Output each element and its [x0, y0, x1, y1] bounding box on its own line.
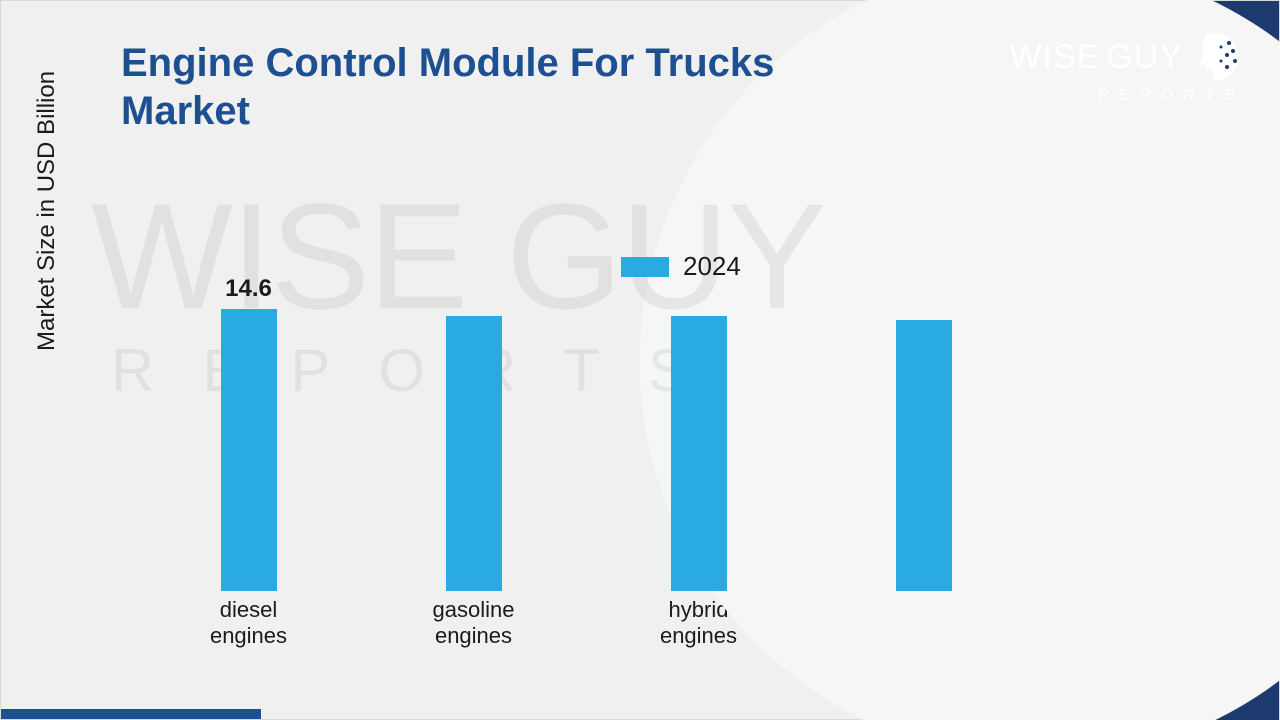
bar: [896, 320, 952, 591]
bar-value-label: 14.6: [179, 275, 319, 303]
logo-line1: WISE GUY: [1009, 29, 1245, 85]
y-axis-label: Market Size in USD Billion: [33, 71, 61, 351]
legend-label: 2024: [683, 251, 741, 282]
legend: 2024: [621, 251, 741, 282]
chart-canvas: WISE GUY REPORTS Engine Control Module F…: [0, 0, 1280, 720]
bar-wrap: [639, 316, 759, 591]
bar: [446, 316, 502, 591]
x-axis-category-label: gasolineengines: [394, 597, 554, 650]
logo-line2: REPORTS: [1009, 87, 1245, 105]
plot-area: 14.6: [136, 301, 1036, 591]
bar: [671, 316, 727, 591]
bar: [221, 309, 277, 591]
bar-wrap: [864, 320, 984, 591]
logo-word-guy: GUY: [1106, 38, 1183, 77]
bars-container: 14.6: [136, 301, 1036, 591]
chart-title: Engine Control Module For Trucks Market: [121, 39, 821, 135]
bar-wrap: [414, 316, 534, 591]
bar-wrap: 14.6: [189, 309, 309, 591]
x-axis-category-label: dieselengines: [169, 597, 329, 650]
logo-word-wise: WISE: [1009, 38, 1100, 77]
bottom-accent-bar: [1, 709, 261, 719]
brand-logo: WISE GUY REPORTS: [1009, 29, 1245, 105]
logo-head-icon: [1189, 29, 1245, 85]
legend-swatch: [621, 257, 669, 277]
